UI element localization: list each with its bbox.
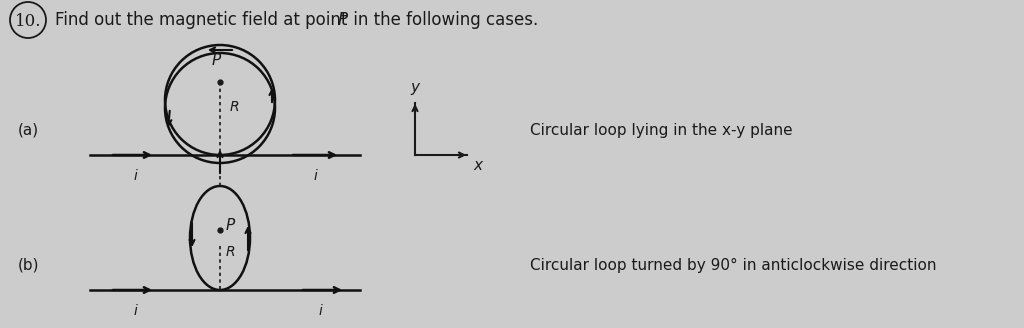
Text: P: P [226,218,236,234]
Text: P: P [211,53,220,68]
Text: y: y [411,80,420,95]
Text: (a): (a) [18,122,39,137]
Text: Circular loop turned by 90° in anticlockwise direction: Circular loop turned by 90° in anticlock… [530,257,937,273]
Text: i: i [133,169,137,183]
Text: in the following cases.: in the following cases. [348,11,539,29]
Text: Circular loop lying in the x-y plane: Circular loop lying in the x-y plane [530,122,793,137]
Text: Find out the magnetic field at point: Find out the magnetic field at point [55,11,352,29]
Text: R: R [226,245,236,259]
Text: i: i [313,169,317,183]
Text: R: R [230,100,240,114]
Text: i: i [318,304,322,318]
Text: 10.: 10. [14,12,41,30]
Text: (b): (b) [18,257,40,273]
Text: i: i [133,304,137,318]
Text: P: P [338,11,348,29]
Text: x: x [473,158,482,173]
